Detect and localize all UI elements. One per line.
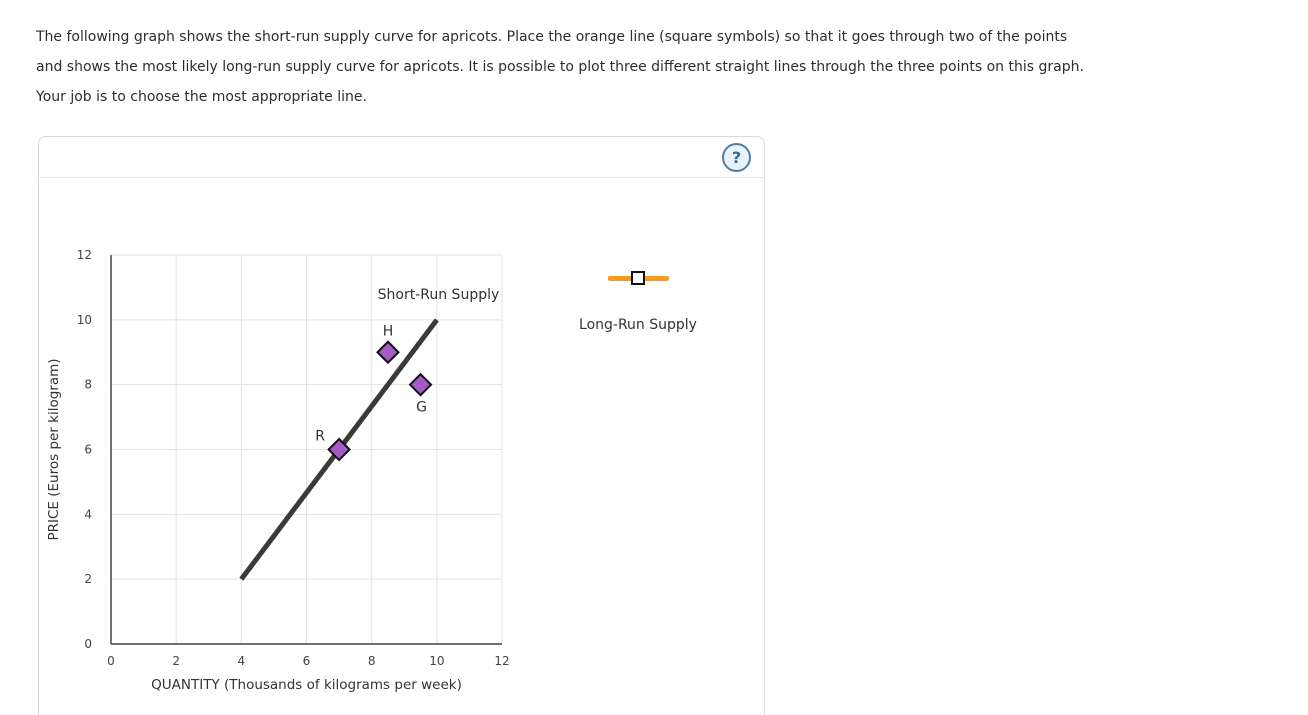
y-tick-label: 6 <box>84 443 92 457</box>
x-tick-label: 6 <box>303 654 311 668</box>
panel-header: ? <box>39 137 764 178</box>
x-axis-title: QUANTITY (Thousands of kilograms per wee… <box>151 677 462 693</box>
y-tick-label: 8 <box>84 378 92 392</box>
point-H-label: H <box>383 323 394 339</box>
instructions-line-3: Your job is to choose the most appropria… <box>36 89 367 105</box>
palette-label: Long-Run Supply <box>579 317 697 333</box>
point-R-diamond-icon <box>327 437 351 462</box>
panel-body: 0 2 4 6 8 10 12 0 2 4 6 8 10 12 QUANTITY (Thousands of… <box>39 178 764 715</box>
y-tick-label: 4 <box>84 507 92 521</box>
help-button[interactable]: ? <box>722 143 751 172</box>
y-tick-label: 10 <box>77 313 92 327</box>
point-H-diamond-icon <box>376 340 400 365</box>
series-label: Short-Run Supply <box>378 287 500 303</box>
y-axis-title: PRICE (Euros per kilogram) <box>46 358 62 540</box>
x-tick-label: 0 <box>107 654 115 668</box>
x-tick-label: 2 <box>172 654 180 668</box>
square-symbol-icon[interactable] <box>631 271 645 285</box>
x-tick-label: 12 <box>494 654 509 668</box>
instructions-line-1: The following graph shows the short-run … <box>36 29 1068 45</box>
instructions-line-2: and shows the most likely long-run suppl… <box>36 59 1084 75</box>
x-tick-label: 10 <box>429 654 444 668</box>
x-tick-label: 8 <box>368 654 376 668</box>
y-tick-label: 2 <box>84 572 92 586</box>
point-G-diamond-icon <box>408 372 433 397</box>
graph-tool-panel: ? 0 2 4 6 8 10 12 0 2 4 6 8 10 12 QUANTITY (Thousands … <box>38 136 765 715</box>
point-G-label: G <box>416 400 427 416</box>
y-tick-label: 12 <box>77 248 92 262</box>
x-tick-label: 4 <box>238 654 246 668</box>
point-R-label: R <box>315 429 325 445</box>
instructions: The following graph shows the short-run … <box>36 22 1084 112</box>
supply-graph: 0 2 4 6 8 10 12 0 2 4 6 8 10 12 QUANTITY (Thousands of… <box>46 248 510 693</box>
y-tick-label: 0 <box>84 637 92 651</box>
